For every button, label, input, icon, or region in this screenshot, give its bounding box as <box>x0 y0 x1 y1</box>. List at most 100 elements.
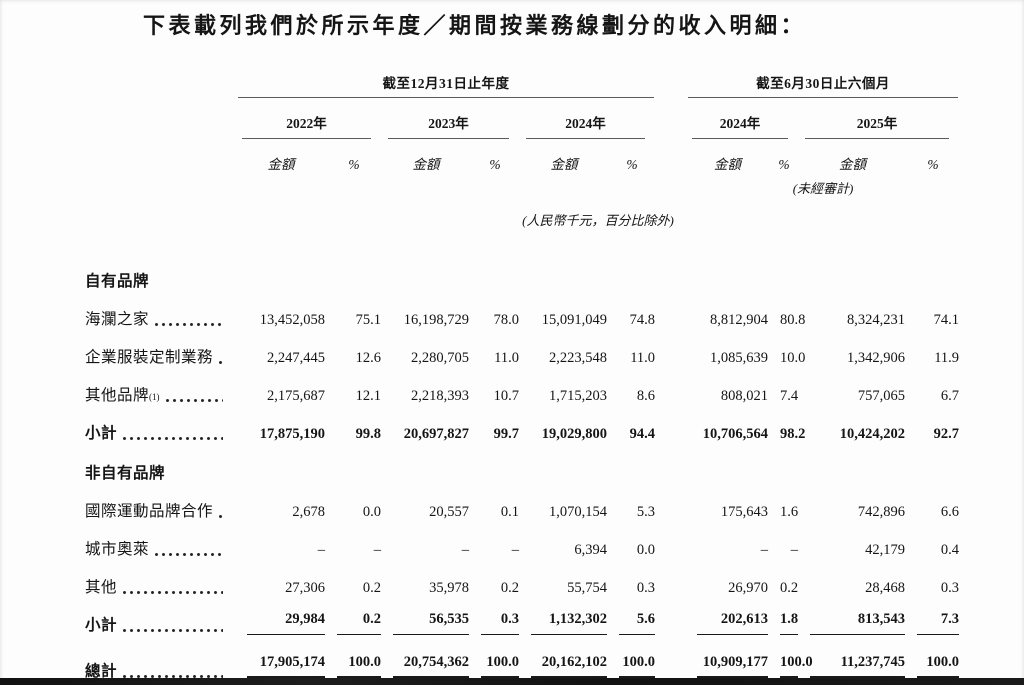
row-label: 小計 <box>85 617 118 634</box>
year-2023: 2023年 <box>388 100 509 139</box>
amount-cell: 28,468 <box>865 580 906 596</box>
percent-cell: 7.3 <box>917 611 960 635</box>
page-title: 下表載列我們於所示年度／期間按業務線劃分的收入明細： <box>143 13 807 38</box>
percent-label: % <box>348 157 360 172</box>
table-row: 小計 17,875,190 99.8 20,697,827 99.7 19,029,800… <box>85 407 961 445</box>
section-header-row: 自有品牌 <box>85 253 961 293</box>
percent-cell: 5.3 <box>636 504 656 520</box>
amount-cell: 1,085,639 <box>710 350 769 366</box>
year-2024: 2024年 <box>526 100 646 139</box>
percent-cell: 94.4 <box>629 426 656 442</box>
dot-leader <box>219 361 223 364</box>
percent-cell: 98.2 <box>780 426 806 442</box>
dot-leader <box>165 399 223 402</box>
amount-label: 金額 <box>714 157 742 172</box>
amount-cell: – <box>461 542 469 558</box>
year-header-row: 2022年 2023年 2024年 2024年 2025年 <box>85 100 961 141</box>
amount-cell: 1,132,302 <box>531 611 607 635</box>
percent-cell: 6.6 <box>940 504 960 520</box>
percent-cell: 11.0 <box>494 350 519 366</box>
percent-cell: 92.7 <box>933 426 960 442</box>
percent-cell: 99.8 <box>355 426 381 442</box>
amount-cell: 2,218,393 <box>411 388 469 404</box>
dot-leader <box>123 629 223 632</box>
amount-cell: 2,678 <box>292 504 325 520</box>
dot-leader <box>155 553 223 556</box>
amount-cell: 17,905,174 <box>247 654 325 681</box>
row-label: 企業服裝定制業務 <box>85 349 214 366</box>
amount-cell: 1,715,203 <box>549 388 607 404</box>
bottom-edge-artifact <box>0 678 1024 685</box>
amount-cell: 2,223,548 <box>549 350 607 366</box>
percent-cell: 12.6 <box>355 350 381 366</box>
amount-cell: 26,970 <box>728 580 769 596</box>
percent-cell: 7.4 <box>780 388 799 404</box>
amount-cell: 8,324,231 <box>847 312 906 328</box>
amount-cell: 16,198,729 <box>403 312 469 328</box>
amount-cell: 20,162,102 <box>531 654 607 681</box>
amount-cell: 56,535 <box>393 611 469 635</box>
column-gap <box>657 523 687 561</box>
row-label: 自有品牌 <box>85 273 150 290</box>
percent-cell: 74.1 <box>933 312 960 328</box>
percent-cell: 0.3 <box>940 580 960 596</box>
amount-cell: 2,280,705 <box>411 350 469 366</box>
section-header-row: 非自有品牌 <box>85 445 961 485</box>
percent-cell: 78.0 <box>493 312 519 328</box>
amount-cell: 55,754 <box>567 580 607 596</box>
column-label-row: 金額 % 金額 % 金額 % 金額 % 金額 % <box>85 141 961 175</box>
percent-cell: 0.2 <box>337 611 381 635</box>
column-gap <box>657 407 687 445</box>
percent-cell: 0.0 <box>636 542 656 558</box>
dot-leader <box>123 675 223 678</box>
column-gap <box>657 561 687 599</box>
table-row: 海瀾之家 13,452,058 75.1 16,198,729 78.0 15,091,0… <box>85 293 961 331</box>
percent-cell: 11.0 <box>630 350 656 366</box>
row-label: 小計 <box>85 425 118 442</box>
amount-cell: 27,306 <box>285 580 325 596</box>
percent-cell: – <box>790 542 799 558</box>
amount-cell: 11,237,745 <box>810 654 906 681</box>
year-2022: 2022年 <box>242 100 371 139</box>
spacer-row <box>85 231 961 253</box>
unaudited-note: (未經審計) <box>792 181 854 196</box>
amount-cell: 8,812,904 <box>710 312 769 328</box>
table-row: 企業服裝定制業務 2,247,445 12.6 2,280,705 11.0 2,223,… <box>85 331 961 369</box>
column-gap <box>657 331 687 369</box>
percent-cell: 1.8 <box>780 611 798 635</box>
amount-cell: 6,394 <box>574 542 607 558</box>
percent-label: % <box>927 157 939 172</box>
amount-cell: 17,875,190 <box>259 426 325 442</box>
percent-cell: 0.3 <box>636 580 656 596</box>
percent-cell: 100.0 <box>481 654 519 681</box>
percent-cell: 100.0 <box>917 654 960 681</box>
table-row: 其他 27,306 0.2 35,978 0.2 55,754 0.3 26,970 0.2 28… <box>85 561 961 599</box>
percent-cell: – <box>511 542 519 558</box>
column-gap <box>657 369 687 407</box>
column-gap <box>657 637 687 683</box>
percent-label: % <box>489 157 501 172</box>
amount-cell: 29,984 <box>247 611 325 635</box>
amount-cell: 808,021 <box>720 388 769 404</box>
percent-cell: 10.7 <box>493 388 519 404</box>
dot-leader <box>123 591 223 594</box>
period-group-row: 截至12月31日止年度 截至6月30日止六個月 <box>85 72 961 100</box>
unit-note: (人民幣千元，百分比除外) <box>522 213 674 228</box>
percent-cell: 6.7 <box>940 388 960 404</box>
percent-cell: 0.1 <box>500 504 519 520</box>
group-header-annual: 截至12月31日止年度 <box>238 72 655 98</box>
percent-cell: 0.0 <box>362 504 381 520</box>
amount-cell: 20,754,362 <box>393 654 469 681</box>
percent-cell: 75.1 <box>355 312 381 328</box>
amount-label: 金額 <box>550 157 578 172</box>
amount-cell: 13,452,058 <box>259 312 325 328</box>
percent-cell: 100.0 <box>337 654 381 681</box>
table-row: 小計 29,984 0.2 56,535 0.3 1,132,302 5.6 202,613 1… <box>85 599 961 637</box>
amount-cell: 175,643 <box>720 504 769 520</box>
amount-cell: 757,065 <box>857 388 906 404</box>
dot-leader <box>123 437 223 440</box>
table-row: 城市奧萊 – – – – 6,394 0.0 – – 42,179 0.4 <box>85 523 961 561</box>
amount-cell: 42,179 <box>865 542 906 558</box>
column-gap <box>657 293 687 331</box>
